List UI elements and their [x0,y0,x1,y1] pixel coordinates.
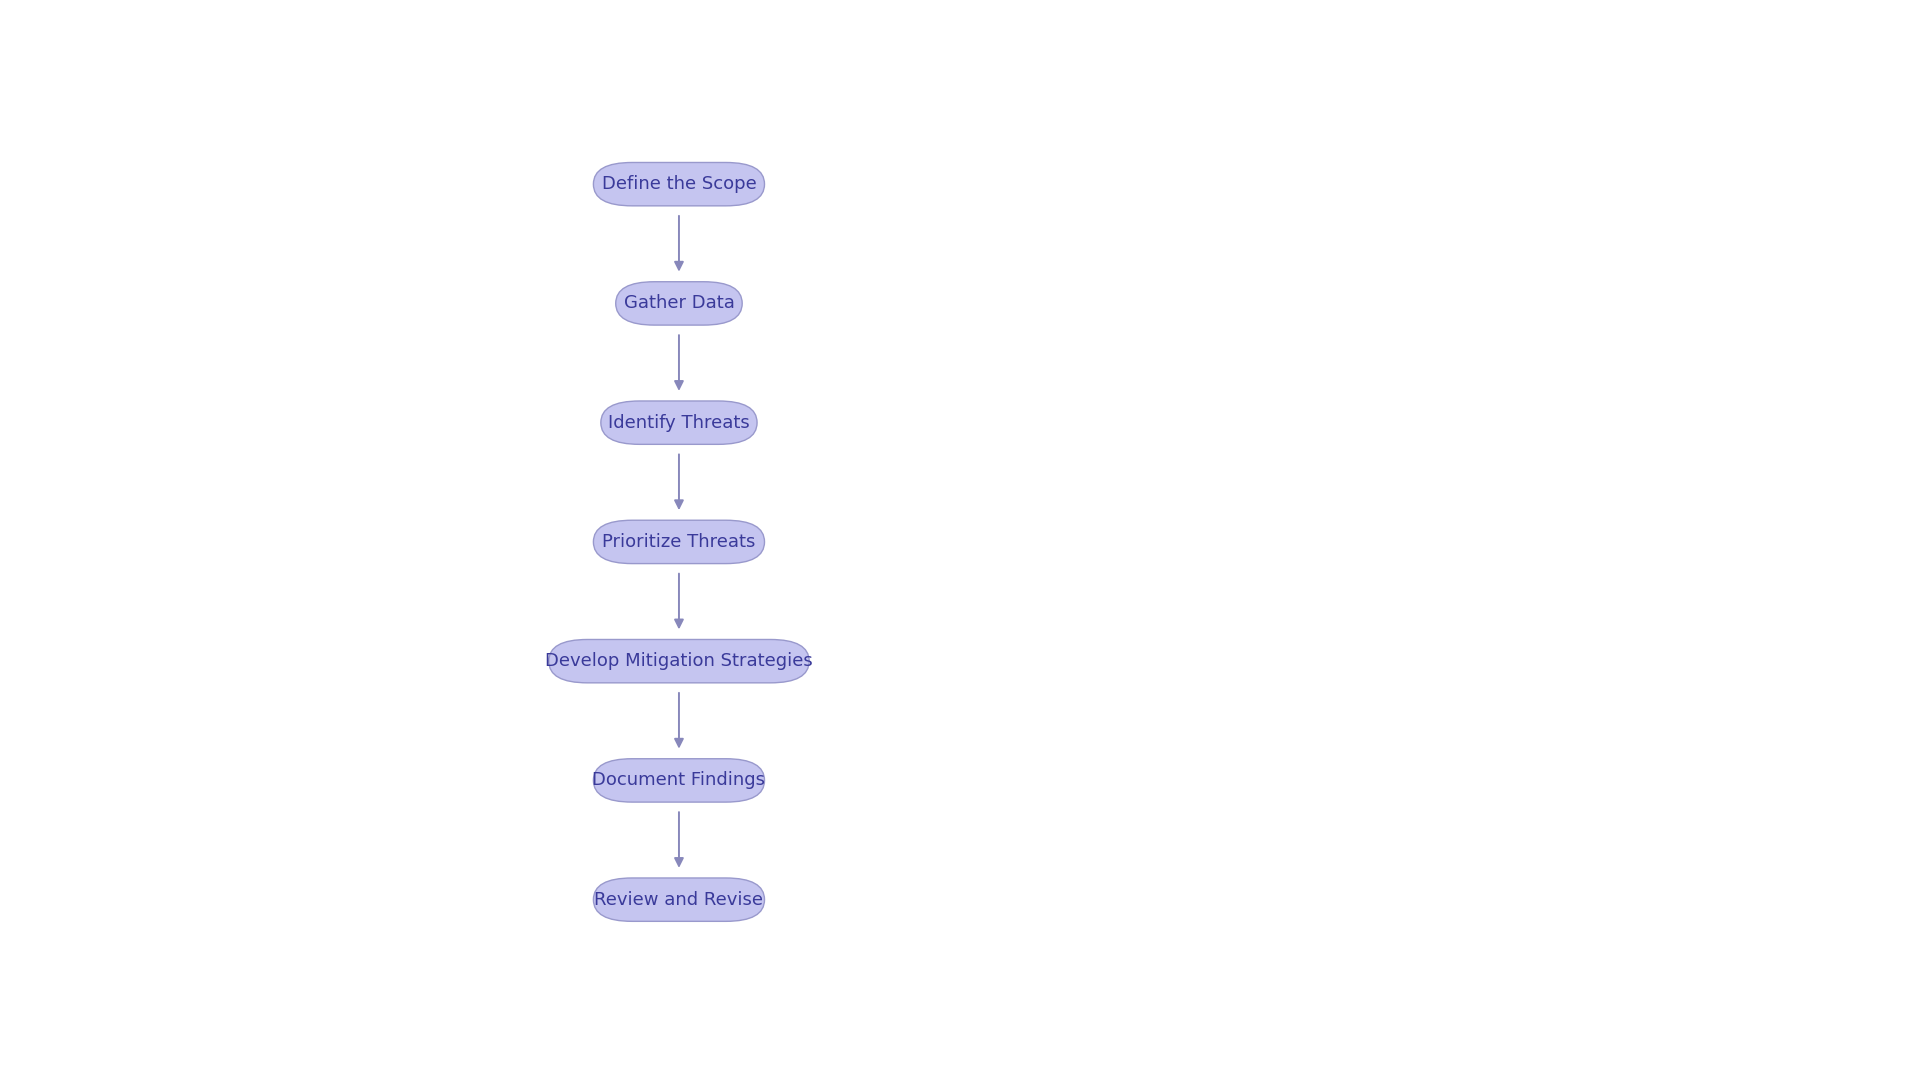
Text: Gather Data: Gather Data [624,295,733,312]
Text: Review and Revise: Review and Revise [595,890,764,909]
FancyBboxPatch shape [616,282,743,325]
Text: Document Findings: Document Findings [593,771,766,790]
FancyBboxPatch shape [593,759,764,803]
Text: Identify Threats: Identify Threats [609,414,751,432]
FancyBboxPatch shape [593,878,764,922]
Text: Prioritize Threats: Prioritize Threats [603,533,756,551]
Text: Develop Mitigation Strategies: Develop Mitigation Strategies [545,652,812,670]
FancyBboxPatch shape [593,162,764,206]
FancyBboxPatch shape [549,639,808,683]
FancyBboxPatch shape [601,401,756,444]
FancyBboxPatch shape [593,520,764,563]
Text: Define the Scope: Define the Scope [601,175,756,193]
